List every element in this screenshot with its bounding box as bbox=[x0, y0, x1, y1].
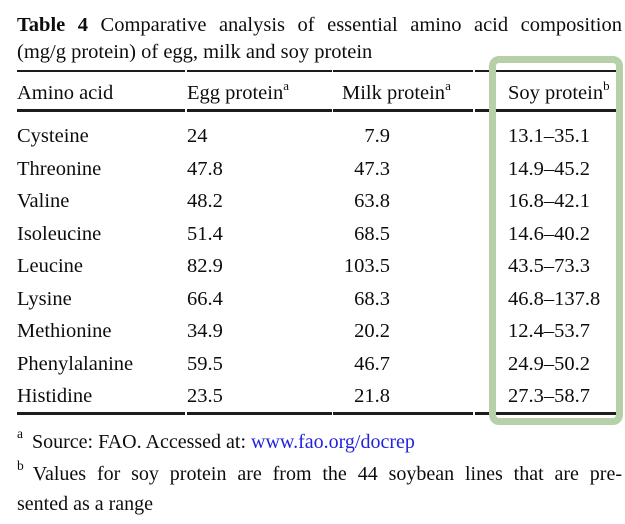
rule-segment bbox=[17, 109, 185, 112]
cell-soy: 16.8–42.1 bbox=[508, 190, 590, 212]
header-soy-protein: Soy proteinb bbox=[508, 78, 610, 104]
rule-segment bbox=[186, 412, 332, 415]
table-top-rule bbox=[17, 70, 623, 72]
rule-segment bbox=[186, 109, 332, 112]
caption-line-1: Table 4 Comparative analysis of essentia… bbox=[17, 12, 622, 39]
rule-segment bbox=[474, 109, 623, 112]
footnote-b-line-2: sented as a range bbox=[17, 493, 154, 515]
cell-egg: 66.4 bbox=[187, 287, 223, 310]
table-row: Threonine 47.8 47.3 14.9–45.2 bbox=[17, 153, 622, 186]
cell-amino-acid: Leucine bbox=[17, 255, 84, 277]
caption-text: Comparative analysis of essential amino … bbox=[100, 14, 622, 36]
rule-segment bbox=[333, 412, 473, 415]
header-egg-protein: Egg proteina bbox=[187, 78, 289, 104]
cell-milk: 63.8 bbox=[354, 190, 390, 212]
footnote-b-line-1: b Values for soy protein are from the 44 … bbox=[17, 459, 622, 486]
footnote-a-marker: a bbox=[17, 426, 23, 442]
cell-amino-acid: Lysine bbox=[17, 287, 72, 310]
cell-egg: 34.9 bbox=[187, 320, 223, 342]
cell-amino-acid: Phenylalanine bbox=[17, 352, 134, 375]
cell-amino-acid: Valine bbox=[17, 190, 70, 212]
rule-segment bbox=[17, 412, 185, 415]
fao-link[interactable]: www.fao.org/docrep bbox=[251, 431, 415, 453]
cell-milk: 68.5 bbox=[354, 222, 390, 245]
table-caption: Table 4 Comparative analysis of essentia… bbox=[17, 12, 622, 66]
header-milk-protein: Milk proteina bbox=[342, 78, 451, 104]
rule-segment bbox=[186, 70, 332, 72]
footnote-b-text: Values for soy protein are from the 44 s… bbox=[32, 463, 622, 485]
cell-soy: 27.3–58.7 bbox=[508, 385, 590, 407]
table-row: Isoleucine 51.4 68.5 14.6–40.2 bbox=[17, 218, 622, 251]
table-body: Cysteine 24 7.9 13.1–35.1 Threonine 47.8… bbox=[17, 120, 622, 413]
rule-segment bbox=[333, 109, 473, 112]
cell-soy: 24.9–50.2 bbox=[508, 352, 590, 375]
cell-amino-acid: Histidine bbox=[17, 385, 93, 407]
rule-segment bbox=[474, 70, 623, 72]
table-bottom-rule bbox=[17, 412, 623, 415]
cell-egg: 23.5 bbox=[187, 385, 223, 407]
table-header-row: Amino acid Egg proteina Milk proteina So… bbox=[17, 78, 622, 108]
cell-amino-acid: Cysteine bbox=[17, 125, 89, 147]
rule-segment bbox=[474, 412, 623, 415]
cell-egg: 47.8 bbox=[187, 157, 223, 180]
footnote-a: a Source: FAO. Accessed at: www.fao.org/d… bbox=[17, 427, 622, 454]
cell-egg: 59.5 bbox=[187, 352, 223, 375]
cell-soy: 13.1–35.1 bbox=[508, 125, 590, 147]
table-number: Table 4 bbox=[17, 14, 89, 36]
cell-egg: 24 bbox=[187, 125, 208, 147]
table-row: Phenylalanine 59.5 46.7 24.9–50.2 bbox=[17, 348, 622, 381]
header-superscript: a bbox=[445, 78, 451, 94]
table-row: Valine 48.2 63.8 16.8–42.1 bbox=[17, 185, 622, 218]
cell-milk: 21.8 bbox=[354, 385, 390, 407]
cell-amino-acid: Methionine bbox=[17, 320, 112, 342]
cell-milk: 46.7 bbox=[354, 352, 390, 375]
table-row: Leucine 82.9 103.5 43.5–73.3 bbox=[17, 250, 622, 283]
table-row: Lysine 66.4 68.3 46.8–137.8 bbox=[17, 283, 622, 316]
cell-soy: 14.9–45.2 bbox=[508, 157, 590, 180]
footnote-b-marker: b bbox=[17, 458, 24, 474]
footnote-a-text: Source: FAO. Accessed at: bbox=[32, 431, 252, 453]
cell-soy: 43.5–73.3 bbox=[508, 255, 590, 277]
header-superscript: a bbox=[283, 78, 289, 94]
table-header-rule bbox=[17, 109, 623, 112]
cell-egg: 48.2 bbox=[187, 190, 223, 212]
cell-milk: 20.2 bbox=[354, 320, 390, 342]
caption-line-2: (mg/g protein) of egg, milk and soy prot… bbox=[17, 41, 373, 63]
header-superscript: b bbox=[603, 78, 610, 94]
table-row: Cysteine 24 7.9 13.1–35.1 bbox=[17, 120, 622, 153]
cell-soy: 14.6–40.2 bbox=[508, 222, 590, 245]
cell-milk: 103.5 bbox=[343, 255, 390, 277]
cell-egg: 82.9 bbox=[187, 255, 223, 277]
cell-amino-acid: Isoleucine bbox=[17, 222, 102, 245]
cell-milk: 7.9 bbox=[364, 125, 390, 147]
cell-milk: 68.3 bbox=[354, 287, 390, 310]
cell-milk: 47.3 bbox=[354, 157, 390, 180]
cell-amino-acid: Threonine bbox=[17, 157, 102, 180]
rule-segment bbox=[333, 70, 473, 72]
table-row: Histidine 23.5 21.8 27.3–58.7 bbox=[17, 380, 622, 413]
header-amino-acid: Amino acid bbox=[17, 82, 114, 104]
table-row: Methionine 34.9 20.2 12.4–53.7 bbox=[17, 315, 622, 348]
rule-segment bbox=[17, 70, 185, 72]
cell-soy: 12.4–53.7 bbox=[508, 320, 590, 342]
cell-soy: 46.8–137.8 bbox=[508, 287, 601, 310]
cell-egg: 51.4 bbox=[187, 222, 223, 245]
